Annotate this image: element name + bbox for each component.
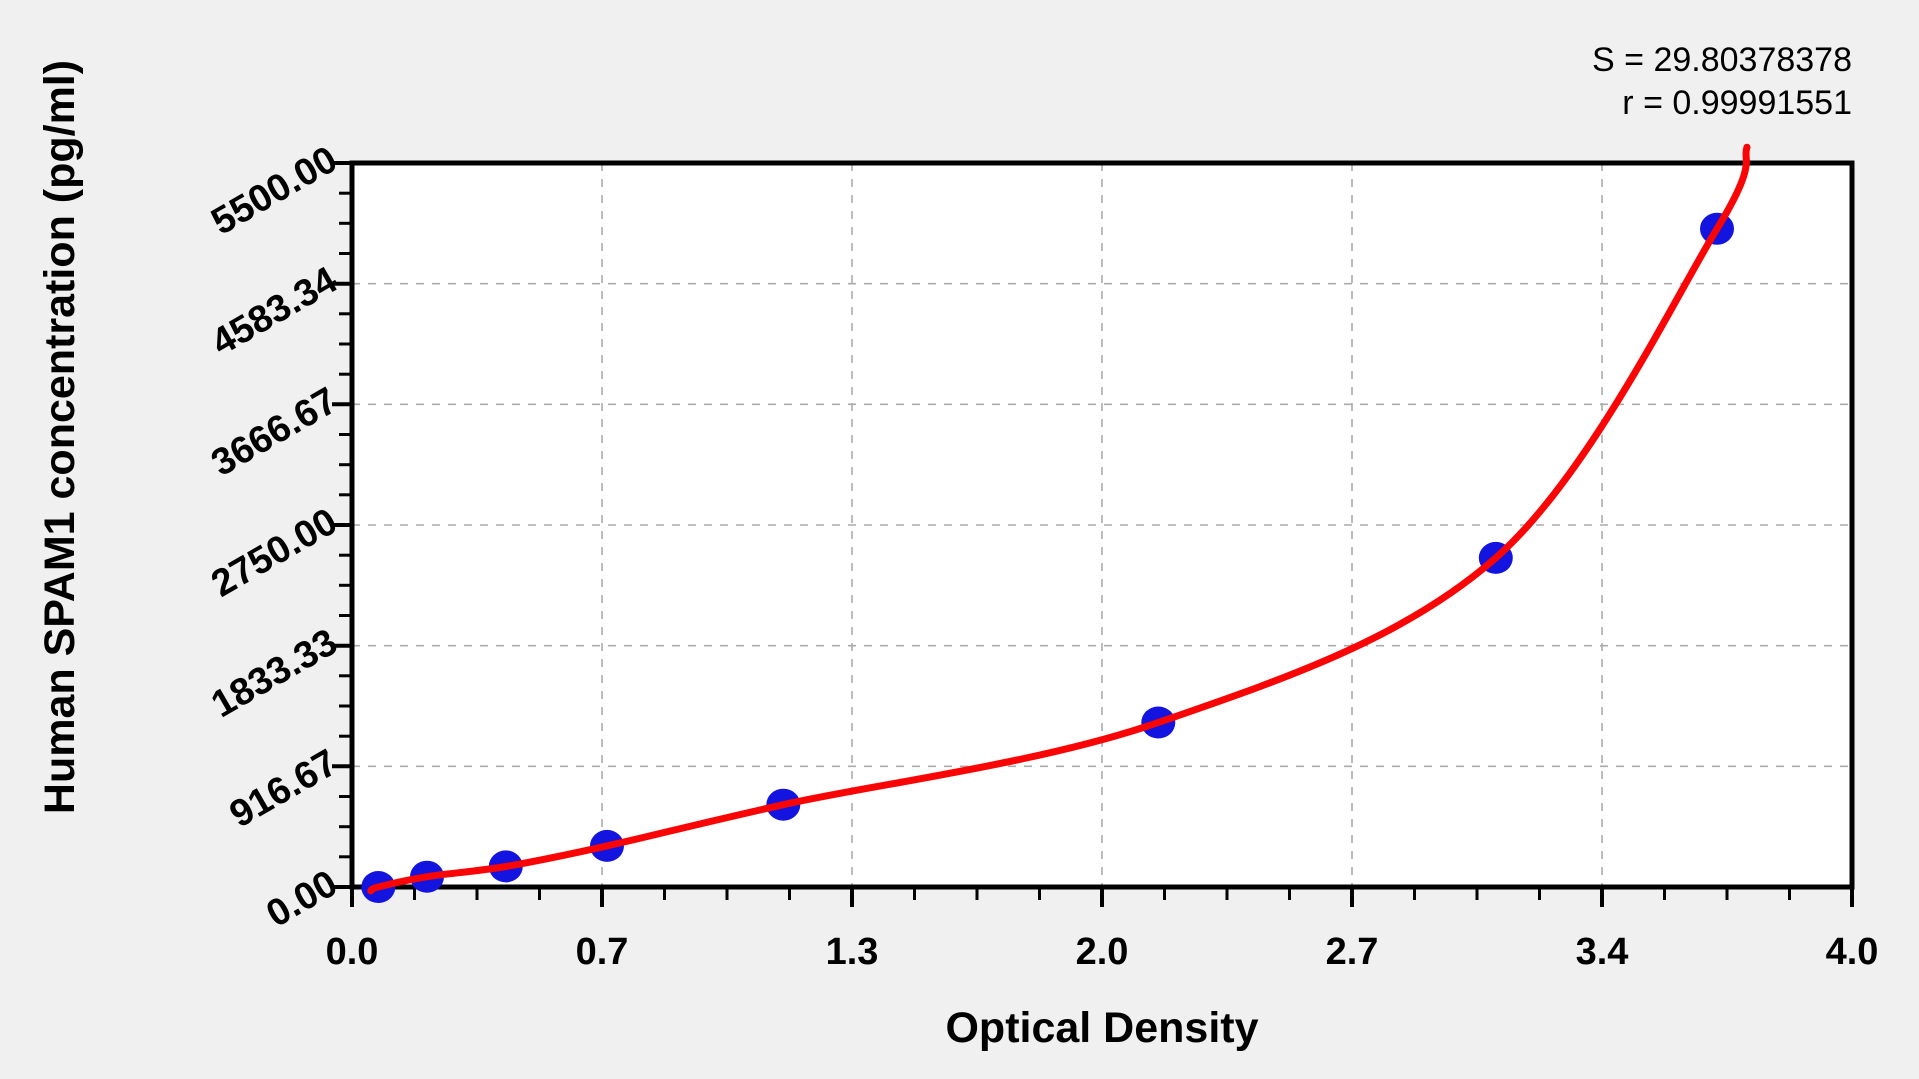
stat-r-value: r = 0.99991551 bbox=[1622, 84, 1852, 122]
axis-ticks bbox=[332, 161, 1854, 907]
x-axis-title: Optical Density bbox=[945, 1004, 1258, 1052]
gridlines bbox=[352, 163, 1852, 887]
stat-s-value: S = 29.80378378 bbox=[1592, 41, 1852, 79]
x-tick-label: 2.0 bbox=[1076, 931, 1129, 973]
x-tick-label: 0.0 bbox=[326, 931, 379, 973]
x-tick-label: 1.3 bbox=[826, 931, 879, 973]
x-tick-label: 2.7 bbox=[1326, 931, 1379, 973]
y-axis-title: Human SPAM1 concentration (pg/ml) bbox=[36, 60, 84, 814]
x-tick-label: 4.0 bbox=[1826, 931, 1879, 973]
fitted-curve-line bbox=[367, 143, 1751, 895]
x-tick-label: 0.7 bbox=[576, 931, 629, 973]
x-tick-label: 3.4 bbox=[1576, 931, 1629, 973]
